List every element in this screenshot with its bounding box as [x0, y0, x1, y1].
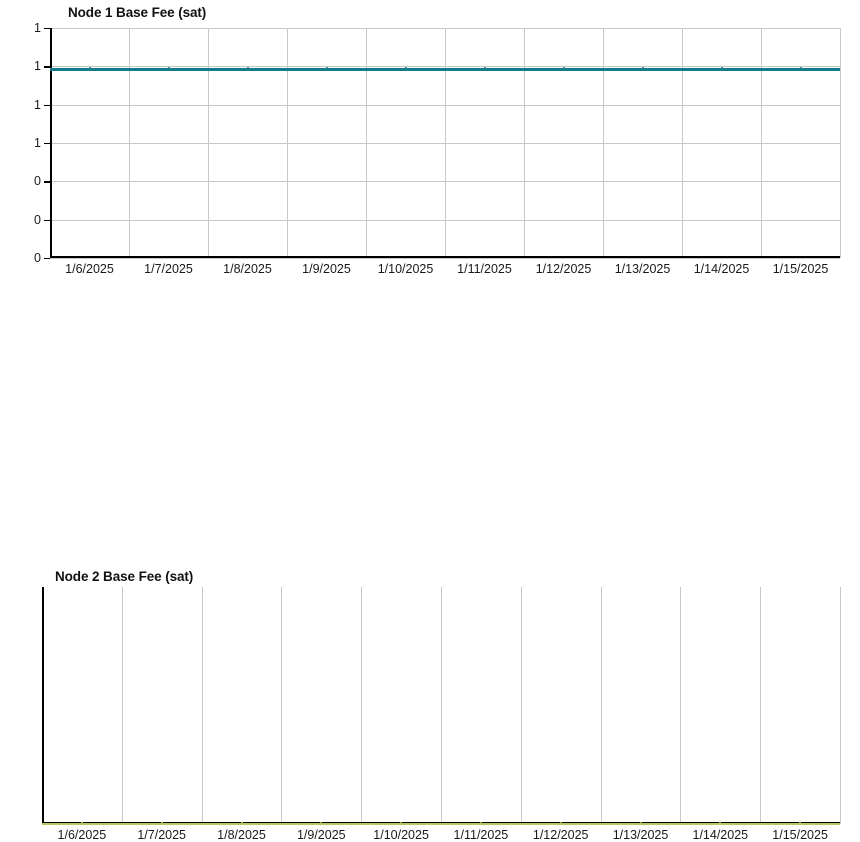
y-tick-mark — [44, 28, 50, 30]
y-tick-mark — [44, 181, 50, 183]
gridline-vertical — [680, 587, 682, 824]
data-point-marker — [479, 822, 482, 825]
data-point-marker — [641, 67, 644, 70]
plot-area-node2: 1/6/2025 1/7/2025 1/8/2025 1/9/2025 1/10/202… — [42, 587, 841, 841]
data-point-marker — [80, 822, 83, 825]
data-point-marker — [400, 822, 403, 825]
y-tick-mark — [44, 143, 50, 145]
y-tick-label: 1 — [34, 97, 41, 112]
x-tick-label: 1/6/2025 — [57, 828, 107, 842]
gridline-horizontal — [50, 258, 840, 259]
x-tick-label: 1/6/2025 — [65, 262, 114, 276]
x-tick-label: 1/8/2025 — [223, 262, 272, 276]
x-tick-label: 1/7/2025 — [137, 828, 187, 842]
gridline-vertical — [201, 587, 203, 824]
data-point-marker — [167, 67, 170, 70]
data-point-marker — [404, 67, 407, 70]
y-tick-mark — [44, 258, 50, 260]
y-axis-node2 — [42, 587, 44, 824]
gridline-vertical — [760, 587, 762, 824]
gridline-horizontal — [50, 66, 840, 68]
x-tick-label: 1/10/2025 — [373, 828, 429, 842]
x-tick-label: 1/12/2025 — [535, 262, 592, 276]
data-point-marker — [720, 67, 723, 70]
y-tick-label: 1 — [34, 59, 41, 74]
y-tick-label: 0 — [34, 174, 41, 189]
gridline-vertical — [600, 587, 602, 824]
x-tick-label: 1/9/2025 — [296, 828, 346, 842]
data-point-marker — [799, 822, 802, 825]
chart-title-node2: Node 2 Base Fee (sat) — [55, 569, 194, 584]
data-point-marker — [325, 67, 328, 70]
x-tick-label: 1/8/2025 — [217, 828, 266, 842]
y-tick-mark — [44, 66, 50, 68]
chart-panel-node2: Node 2 Base Fee (sat) 1/6/2025 1/7/2025 1/… — [0, 282, 860, 841]
data-point-marker — [799, 67, 802, 70]
plot-area-node1: 1 1 1 1 0 0 0 1/6/2025 1/7/2025 1/8/2025 1/9/2025 1… — [34, 22, 841, 275]
y-tick-label: 0 — [34, 212, 41, 227]
data-point-marker — [639, 822, 642, 825]
data-point-marker — [719, 822, 722, 825]
gridline-vertical — [121, 587, 123, 824]
data-series-line-node1 — [50, 68, 840, 72]
x-tick-label: 1/14/2025 — [692, 828, 749, 842]
gridline-vertical — [840, 587, 841, 824]
x-tick-label: 1/15/2025 — [772, 828, 828, 842]
x-tick-label: 1/11/2025 — [457, 262, 512, 276]
y-tick-label: 1 — [34, 135, 41, 150]
data-point-marker — [483, 67, 486, 70]
x-tick-label: 1/13/2025 — [614, 262, 671, 276]
x-tick-label: 1/10/2025 — [377, 262, 434, 276]
gridline-vertical — [840, 28, 841, 258]
data-point-marker — [240, 822, 243, 825]
x-tick-label: 1/9/2025 — [302, 262, 351, 276]
x-tick-label: 1/13/2025 — [612, 828, 669, 842]
gridline-horizontal — [50, 181, 840, 183]
x-axis-node1 — [50, 256, 840, 258]
gridline-horizontal — [50, 104, 840, 106]
x-tick-label: 1/14/2025 — [693, 262, 750, 276]
data-point-marker — [562, 67, 565, 70]
data-point-marker — [88, 67, 91, 70]
data-point-marker — [160, 822, 163, 825]
y-tick-label: 1 — [34, 20, 41, 35]
gridline-vertical — [281, 587, 283, 824]
data-point-marker — [246, 67, 249, 70]
y-axis-node1 — [50, 28, 52, 258]
gridline-vertical — [361, 587, 363, 824]
gridline-horizontal — [50, 219, 840, 221]
x-tick-label: 1/12/2025 — [532, 828, 589, 842]
y-tick-mark — [44, 219, 50, 222]
y-tick-mark — [44, 104, 50, 107]
gridline-vertical — [520, 587, 522, 824]
x-tick-label: 1/7/2025 — [144, 262, 193, 276]
x-tick-label: 1/11/2025 — [453, 828, 509, 842]
chart-panel-node1: Node 1 Base Fee (sat) 1 1 1 1 0 0 0 1/6/2025 1/7… — [0, 0, 860, 282]
y-tick-label: 0 — [34, 250, 41, 265]
gridline-vertical — [441, 587, 442, 824]
x-tick-label: 1/15/2025 — [772, 262, 829, 276]
gridline-horizontal — [50, 28, 840, 29]
chart-title-node1: Node 1 Base Fee (sat) — [68, 5, 207, 20]
gridline-horizontal — [50, 143, 840, 144]
data-point-marker — [320, 822, 323, 825]
data-point-marker — [559, 822, 562, 825]
